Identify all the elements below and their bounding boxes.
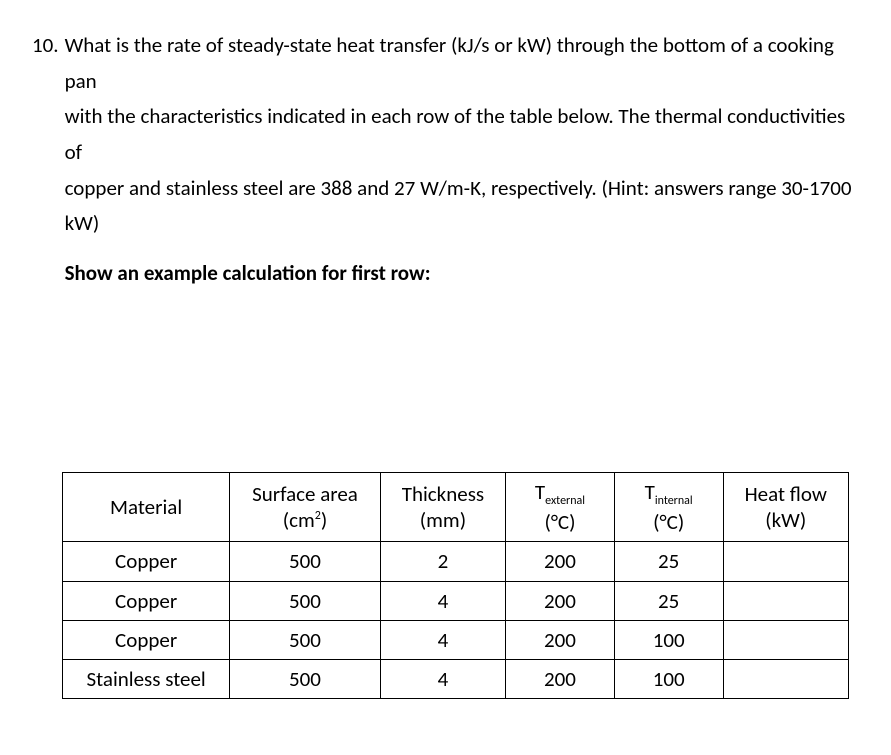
col-material-label: Material bbox=[67, 494, 225, 520]
col-material: Material bbox=[63, 472, 230, 541]
col-t-internal: Tinternal (°C) bbox=[614, 472, 723, 541]
col-thk-l1: Thickness bbox=[385, 481, 501, 507]
col-thk-l2: (mm) bbox=[385, 507, 501, 533]
col-text-l1: Texternal bbox=[510, 479, 610, 509]
data-table: Material Surface area (cm2) Thickness (m… bbox=[62, 472, 849, 699]
data-table-wrap: Material Surface area (cm2) Thickness (m… bbox=[62, 472, 849, 699]
question-line-3: copper and stainless steel are 388 and 2… bbox=[65, 171, 859, 242]
cell-heat bbox=[723, 620, 848, 659]
col-area-l1: Surface area bbox=[234, 481, 376, 507]
cell-material: Copper bbox=[63, 581, 230, 620]
cell-t-ext: 200 bbox=[506, 660, 615, 699]
col-t-external: Texternal (°C) bbox=[506, 472, 615, 541]
question-line-2: with the characteristics indicated in ea… bbox=[65, 99, 859, 170]
cell-heat bbox=[723, 542, 848, 581]
col-heat-flow: Heat flow (kW) bbox=[723, 472, 848, 541]
cell-thickness: 4 bbox=[380, 620, 505, 659]
col-surface-area: Surface area (cm2) bbox=[230, 472, 381, 541]
col-tint-l2: (°C) bbox=[619, 509, 719, 535]
cell-t-int: 25 bbox=[614, 581, 723, 620]
cell-t-ext: 200 bbox=[506, 620, 615, 659]
cell-material: Stainless steel bbox=[63, 660, 230, 699]
col-heat-l2: (kW) bbox=[728, 507, 844, 533]
table-row: Stainless steel 500 4 200 100 bbox=[63, 660, 849, 699]
show-calc-label: Show an example calculation for first ro… bbox=[65, 256, 859, 292]
table-row: Copper 500 4 200 25 bbox=[63, 581, 849, 620]
cell-material: Copper bbox=[63, 542, 230, 581]
question-text: What is the rate of steady-state heat tr… bbox=[65, 28, 859, 292]
cell-area: 500 bbox=[230, 542, 381, 581]
cell-t-int: 100 bbox=[614, 620, 723, 659]
table-row: Copper 500 4 200 100 bbox=[63, 620, 849, 659]
cell-area: 500 bbox=[230, 581, 381, 620]
question-block: 10. What is the rate of steady-state hea… bbox=[32, 28, 859, 292]
question-number: 10. bbox=[32, 28, 59, 64]
cell-material: Copper bbox=[63, 620, 230, 659]
col-area-l2: (cm2) bbox=[234, 507, 376, 533]
cell-heat bbox=[723, 660, 848, 699]
cell-area: 500 bbox=[230, 620, 381, 659]
cell-t-ext: 200 bbox=[506, 542, 615, 581]
table-row: Copper 500 2 200 25 bbox=[63, 542, 849, 581]
cell-thickness: 4 bbox=[380, 660, 505, 699]
table-header-row: Material Surface area (cm2) Thickness (m… bbox=[63, 472, 849, 541]
cell-area: 500 bbox=[230, 660, 381, 699]
cell-t-int: 25 bbox=[614, 542, 723, 581]
cell-thickness: 2 bbox=[380, 542, 505, 581]
col-heat-l1: Heat flow bbox=[728, 481, 844, 507]
col-text-l2: (°C) bbox=[510, 509, 610, 535]
cell-t-int: 100 bbox=[614, 660, 723, 699]
cell-thickness: 4 bbox=[380, 581, 505, 620]
col-tint-l1: Tinternal bbox=[619, 479, 719, 509]
cell-t-ext: 200 bbox=[506, 581, 615, 620]
question-line-1: What is the rate of steady-state heat tr… bbox=[65, 28, 859, 99]
cell-heat bbox=[723, 581, 848, 620]
col-thickness: Thickness (mm) bbox=[380, 472, 505, 541]
